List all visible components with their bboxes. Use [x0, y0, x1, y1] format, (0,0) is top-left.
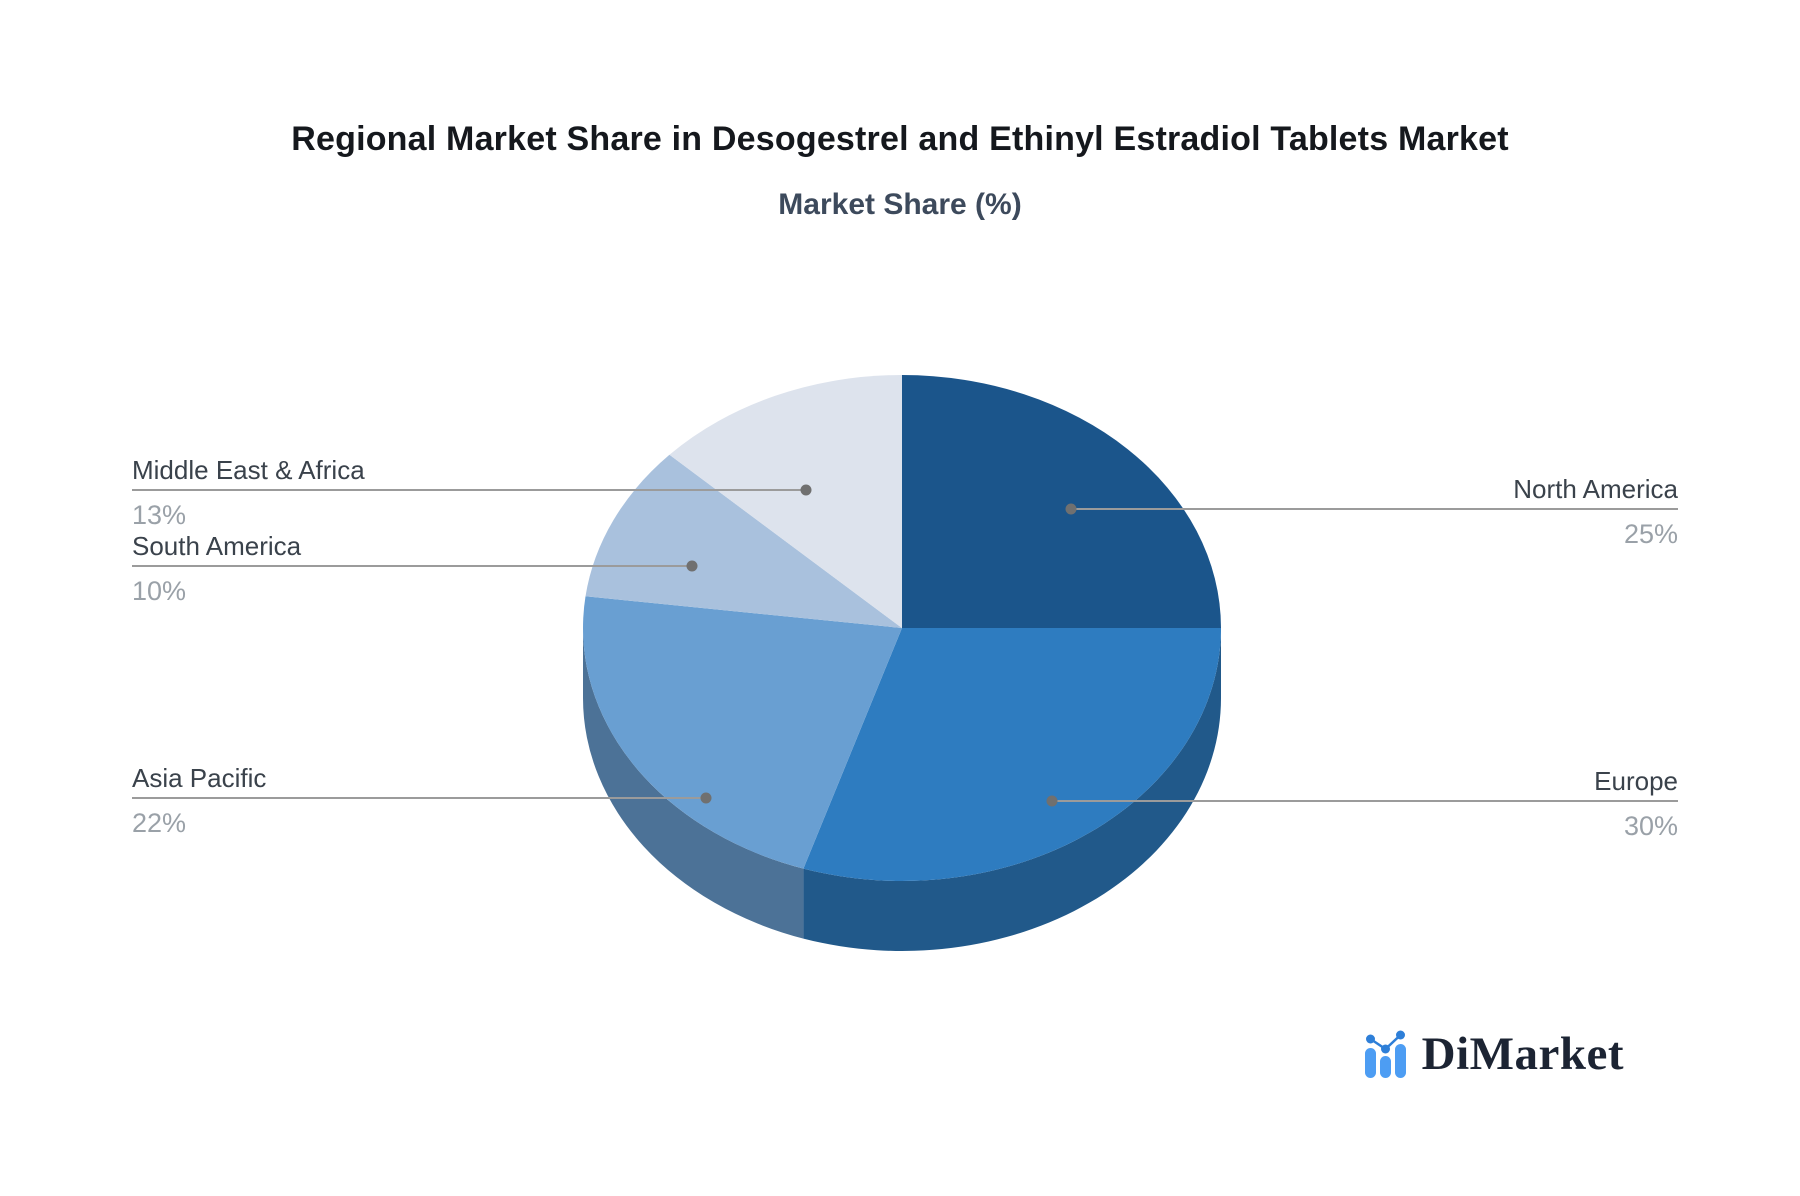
leader-dot-europe	[1046, 795, 1058, 807]
pie-slice-north-america[interactable]	[902, 375, 1221, 628]
pie-slice-depth-asia-pacific	[583, 628, 804, 939]
slice-label: North America	[1513, 474, 1678, 504]
leader-dot-south-america	[686, 560, 698, 572]
pie-slice-middle-east-africa[interactable]	[669, 375, 902, 628]
slice-percent: 22%	[132, 808, 187, 838]
slice-percent: 30%	[1623, 811, 1678, 841]
pie-slice-south-america[interactable]	[585, 454, 902, 628]
leader-dot-asia-pacific	[700, 792, 712, 804]
slice-label: South America	[132, 531, 302, 561]
dimarket-logo-icon	[1364, 1030, 1406, 1078]
slice-percent: 13%	[132, 500, 187, 530]
pie-slice-asia-pacific[interactable]	[583, 596, 902, 869]
slice-label: Asia Pacific	[132, 763, 267, 793]
brand-logo: DiMarket	[1362, 1028, 1624, 1080]
chart-title: Regional Market Share in Desogestrel and…	[291, 120, 1509, 158]
slice-percent: 10%	[132, 576, 187, 606]
leader-dot-north-america	[1065, 503, 1077, 515]
brand-name: DiMarket	[1421, 1027, 1624, 1080]
chart-subtitle: Market Share (%)	[778, 188, 1022, 221]
slice-label: Middle East & Africa	[132, 455, 365, 485]
slice-label: Europe	[1594, 766, 1678, 796]
pie-slice-depth-europe	[803, 628, 1221, 952]
leader-dot-middle-east-africa	[800, 484, 812, 496]
pie-slice-europe[interactable]	[803, 628, 1221, 881]
slice-percent: 25%	[1623, 519, 1678, 549]
